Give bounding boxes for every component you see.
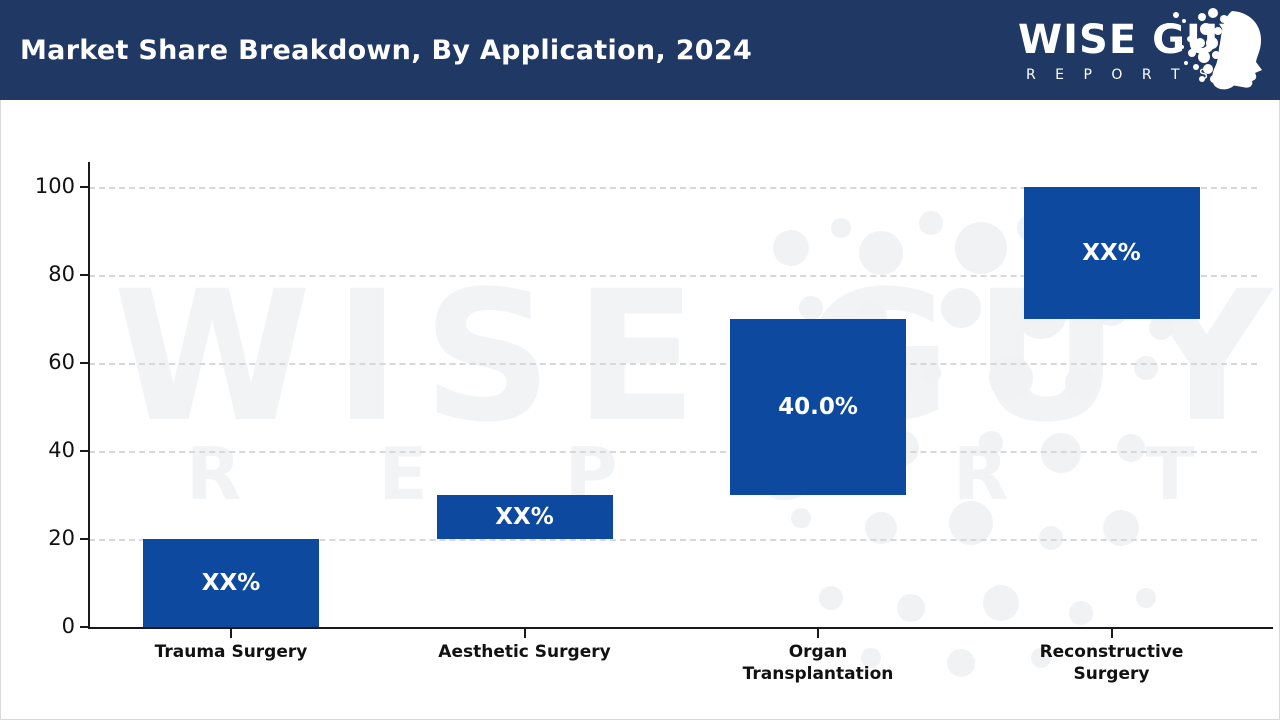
y-tick-80 [80, 273, 89, 276]
y-tick-label-100: 100 [34, 173, 75, 198]
watermark-subtitle: R E P O R T [186, 432, 1251, 516]
bar-value-label: XX% [201, 569, 261, 596]
bar-value-label: XX% [1082, 239, 1141, 266]
face-profile [1212, 11, 1262, 90]
y-tick-60 [80, 361, 89, 364]
chart-area: WISE GUY R E P O R T 0 20 40 60 80 100 XX% XX% 4… [0, 100, 1280, 720]
y-tick-label-80: 80 [48, 261, 75, 286]
bar-organ-transplantation: 40.0% [730, 318, 906, 495]
gridline-y-60 [89, 362, 1257, 365]
bar-value-label: 40.0% [778, 393, 858, 420]
y-tick-0 [80, 626, 89, 628]
x-tick-0 [230, 629, 232, 638]
header-band: Market Share Breakdown, By Application, … [0, 0, 1280, 100]
y-tick-label-20: 20 [48, 525, 75, 550]
bar-trauma-surgery: XX% [143, 538, 319, 627]
x-tick-3 [1110, 629, 1113, 638]
x-tick-label-2: Organ Transplantation [742, 642, 894, 685]
gridline-y-100 [89, 186, 1257, 189]
y-tick-100 [80, 185, 89, 188]
bar-aesthetic-surgery: XX% [436, 494, 613, 539]
y-tick-label-40: 40 [48, 437, 75, 462]
dotted-head-icon [1166, 8, 1262, 90]
y-tick-label-60: 60 [48, 349, 75, 374]
wise-guy-reports-logo: WISE GUY R E P O R T S [1018, 8, 1262, 90]
gridline-y-40 [89, 450, 1257, 453]
x-tick-label-1: Aesthetic Surgery [438, 642, 611, 662]
x-axis-line [88, 627, 1273, 629]
bar-value-label: XX% [495, 503, 554, 530]
x-tick-2 [817, 629, 819, 638]
page-title: Market Share Breakdown, By Application, … [20, 34, 753, 66]
y-tick-20 [80, 537, 89, 540]
y-tick-40 [80, 449, 89, 452]
x-tick-label-0: Trauma Surgery [154, 642, 308, 662]
logo-subtitle: R E P O R T S [1026, 67, 1215, 83]
gridline-y-20 [89, 538, 1257, 541]
x-tick-label-3: Reconstructive Surgery [1039, 642, 1184, 685]
y-tick-label-0: 0 [61, 614, 75, 638]
x-tick-1 [523, 629, 526, 638]
y-axis-line [88, 162, 90, 627]
gridline-y-80 [89, 274, 1257, 277]
bar-reconstructive-surgery: XX% [1023, 186, 1200, 319]
